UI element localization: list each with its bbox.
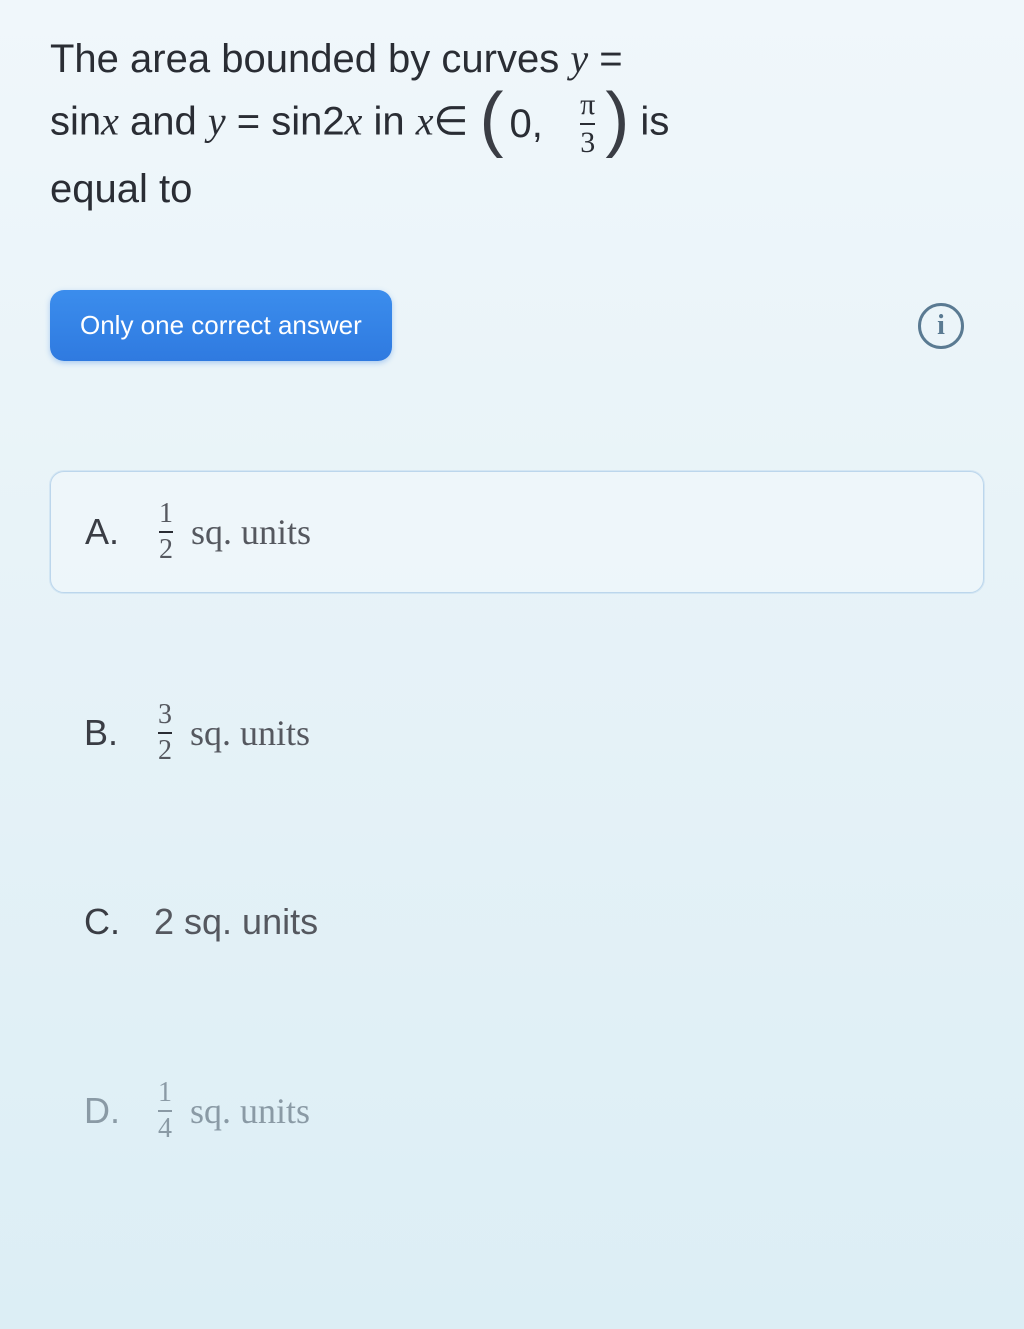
answer-type-badge: Only one correct answer xyxy=(50,290,392,361)
option-letter: A. xyxy=(85,511,155,553)
q-eqsign-2: = xyxy=(226,100,272,144)
info-icon[interactable]: i xyxy=(918,303,964,349)
option-b-den: 2 xyxy=(158,734,172,765)
option-content: 1 4 sq. units xyxy=(154,1079,310,1143)
q-line3: equal to xyxy=(50,167,192,211)
q-is: is xyxy=(629,100,669,144)
q-line1-prefix: The area bounded by curves xyxy=(50,37,570,81)
q-eqsign-1: = xyxy=(588,37,622,81)
option-b-fraction: 3 2 xyxy=(158,701,172,765)
option-b[interactable]: B. 3 2 sq. units xyxy=(50,673,984,793)
option-letter: D. xyxy=(84,1090,154,1132)
option-a-fraction: 1 2 xyxy=(159,500,173,564)
question-text: The area bounded by curves y = sinx and … xyxy=(50,28,984,220)
q-sin1: sin xyxy=(50,100,101,144)
q-var-x2: x xyxy=(345,99,363,144)
q-var-y2: y xyxy=(208,99,226,144)
option-c-text: 2 sq. units xyxy=(154,901,318,943)
option-c[interactable]: C. 2 sq. units xyxy=(50,873,984,971)
q-and: and xyxy=(119,100,208,144)
interval-frac-num: π xyxy=(580,90,595,125)
option-a-num: 1 xyxy=(159,500,173,533)
q-sin2: sin2 xyxy=(271,100,344,144)
left-paren: ( xyxy=(479,91,503,149)
interval-paren: ( 0, π 3 ) xyxy=(479,90,629,158)
badge-row: Only one correct answer i xyxy=(50,290,984,361)
option-d[interactable]: D. 1 4 sq. units xyxy=(50,1051,984,1171)
option-letter: B. xyxy=(84,712,154,754)
options-list: A. 1 2 sq. units B. 3 2 sq. units C. 2 s… xyxy=(50,471,984,1171)
info-icon-glyph: i xyxy=(937,310,945,342)
option-content: 1 2 sq. units xyxy=(155,500,311,564)
option-letter: C. xyxy=(84,901,154,943)
q-member: ∈ xyxy=(434,100,480,144)
right-paren: ) xyxy=(605,91,629,149)
option-b-num: 3 xyxy=(158,701,172,734)
option-a[interactable]: A. 1 2 sq. units xyxy=(50,471,984,593)
option-a-den: 2 xyxy=(159,533,173,564)
q-var-x3: x xyxy=(416,99,434,144)
option-content: 3 2 sq. units xyxy=(154,701,310,765)
option-d-num: 1 xyxy=(158,1079,172,1112)
interval-frac-den: 3 xyxy=(580,125,595,158)
option-b-units: sq. units xyxy=(190,712,310,754)
option-d-units: sq. units xyxy=(190,1090,310,1132)
interval-fraction: π 3 xyxy=(580,90,595,158)
option-a-units: sq. units xyxy=(191,511,311,553)
q-var-x1: x xyxy=(101,99,119,144)
option-content: 2 sq. units xyxy=(154,901,318,943)
q-var-y1: y xyxy=(570,36,588,81)
option-d-den: 4 xyxy=(158,1112,172,1143)
option-d-fraction: 1 4 xyxy=(158,1079,172,1143)
q-in: in xyxy=(362,100,415,144)
interval-left: 0, xyxy=(509,93,542,155)
